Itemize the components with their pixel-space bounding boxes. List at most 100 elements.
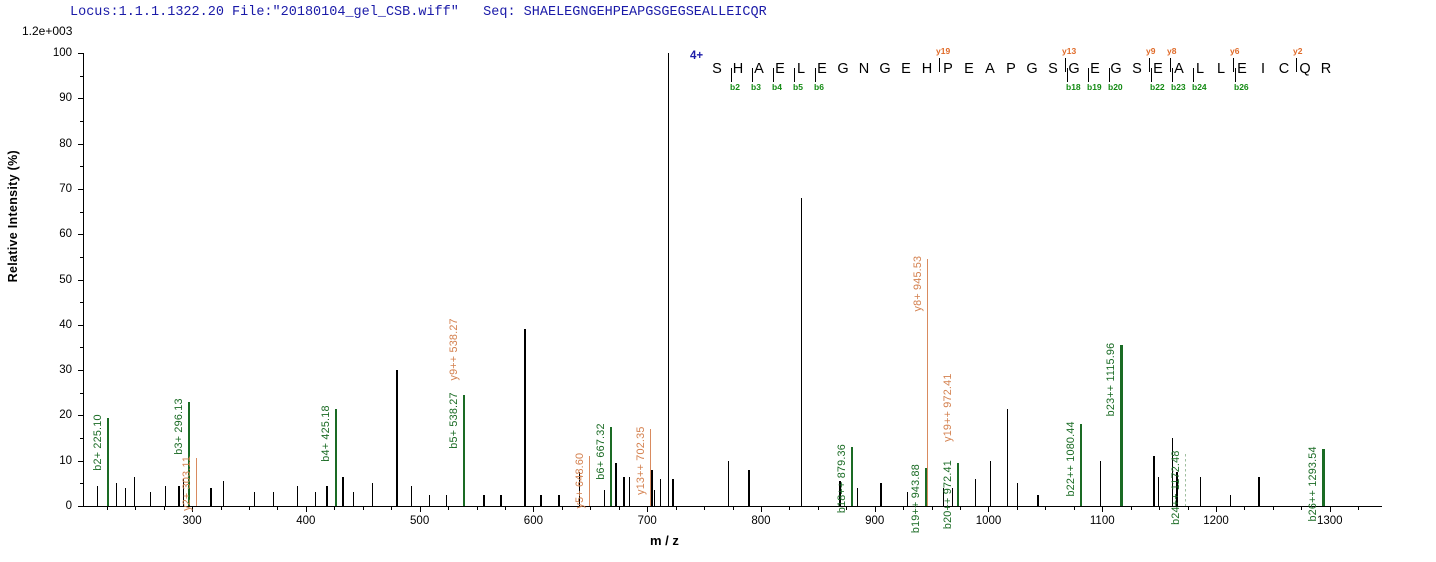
peak-label: b18++ 879.36 (836, 444, 849, 514)
spectrum-peak (253, 492, 255, 506)
x-axis-tick (760, 506, 762, 512)
b-ion-label: b22 (1150, 82, 1165, 92)
y-ion-label: y8 (1167, 46, 1177, 56)
x-axis-minor-tick (1045, 506, 1047, 510)
spectrum-peak (578, 472, 581, 506)
b-ion-cleavage-tick (1088, 68, 1089, 82)
peak-label: b19++ 943.88 (909, 464, 922, 534)
x-axis-tick-label: 400 (296, 515, 316, 527)
y-axis-tick-label: 60 (59, 228, 72, 241)
peak-label: y8+ 945.53 (911, 256, 924, 312)
x-axis-tick-label: 600 (523, 515, 543, 527)
spectrum-peak (342, 476, 344, 506)
sequence-residue: S (1048, 61, 1058, 77)
x-axis-tick-label: 1100 (1089, 515, 1115, 527)
b-ion-cleavage-tick (794, 68, 795, 82)
spectrum-peak (839, 481, 841, 506)
spectrum-peak (115, 483, 118, 506)
x-axis-minor-tick (362, 506, 364, 510)
spectrum-peak (96, 485, 98, 506)
sequence-residue: Q (1299, 61, 1311, 77)
spectrum-peak (195, 458, 198, 506)
sequence-residue: N (858, 61, 870, 77)
y-axis-tick-label: 20 (59, 409, 72, 422)
x-axis-tick-label: 500 (410, 515, 430, 527)
spectrum-peak (272, 492, 275, 506)
x-axis-minor-tick (732, 506, 734, 510)
spectrum-peak (906, 492, 908, 506)
x-axis-minor-tick (903, 506, 905, 510)
b-ion-label: b23 (1171, 82, 1186, 92)
spectrum-peak (748, 469, 750, 506)
spectrum-peak (628, 476, 631, 506)
sequence-residue: P (943, 61, 953, 77)
spectrum-peak (1037, 494, 1039, 506)
spectrum-peak (524, 329, 526, 506)
x-axis-tick-label: 1000 (975, 515, 1002, 527)
spectrum-peak (651, 469, 653, 506)
x-axis-minor-tick (590, 506, 592, 510)
spectrum-peak (314, 492, 317, 506)
y-axis-tick (78, 53, 84, 54)
spectrum-peak (1322, 449, 1325, 506)
b-ion-cleavage-tick (1193, 68, 1194, 82)
x-axis-minor-tick (960, 506, 962, 510)
y-axis-tick (78, 143, 84, 145)
spectrum-peak (164, 485, 167, 506)
y-ion-cleavage-tick (1065, 58, 1066, 72)
intensity-scale-label: 1.2e+003 (22, 24, 73, 38)
sequence-residue: A (985, 61, 995, 77)
spectrum-peak (1158, 476, 1160, 506)
spectrum-peak (989, 460, 991, 506)
peak-label: b20++ 972.41 (942, 459, 955, 530)
spectrum-peak (222, 481, 225, 506)
spectrum-peak (952, 487, 954, 506)
y-axis-minor-tick (80, 347, 84, 349)
b-ion-label: b24 (1192, 82, 1207, 92)
y-axis-tick-label: 90 (59, 92, 72, 105)
y-axis-tick-label: 70 (59, 182, 72, 195)
y-axis-tick (78, 279, 84, 281)
x-axis-tick-label: 700 (637, 515, 657, 527)
spectrum-peak (653, 490, 656, 506)
x-axis-minor-tick (163, 506, 165, 510)
x-axis-minor-tick (504, 506, 506, 510)
spectrum-peak (334, 408, 337, 506)
spectrum-peak (326, 485, 328, 506)
b-ion-label: b6 (814, 82, 824, 92)
x-axis-tick-label: 300 (182, 515, 202, 527)
x-axis-minor-tick (106, 506, 108, 510)
spectrum-peak (1258, 476, 1260, 506)
x-axis-tick (647, 506, 649, 512)
spectrum-peak (124, 487, 127, 506)
y-ion-label: y2 (1293, 46, 1303, 56)
x-axis-tick-label: 1300 (1317, 515, 1343, 527)
x-axis-minor-tick (277, 506, 279, 510)
x-axis-minor-tick (1301, 506, 1303, 510)
x-axis-tick (1216, 506, 1218, 512)
x-axis-minor-tick (1244, 506, 1246, 510)
sequence-residue: G (1026, 61, 1038, 77)
y-ion-cleavage-tick (1233, 58, 1234, 72)
peak-label: b26++ 1293.54 (1307, 446, 1320, 522)
spectrum-peak (1229, 494, 1232, 506)
x-axis-minor-tick (618, 506, 620, 510)
charge-state-label: 4+ (690, 50, 704, 62)
y-axis-tick (78, 98, 84, 100)
x-axis-minor-tick (561, 506, 563, 510)
sequence-residue: H (921, 61, 933, 77)
y-axis-minor-tick (80, 120, 84, 122)
spectrum-peak (609, 426, 613, 506)
y-axis-tick (78, 370, 84, 372)
spectrum-peak (942, 487, 945, 506)
x-axis-minor-tick (1187, 506, 1189, 510)
x-axis-minor-tick (931, 506, 933, 510)
peak-label: b5+ 538.27 (448, 392, 461, 449)
peak-label: b3+ 296.13 (172, 398, 185, 456)
x-axis-minor-tick (476, 506, 478, 510)
sequence-residue: G (837, 61, 849, 77)
x-axis-tick-label: 900 (865, 515, 885, 527)
y-ion-cleavage-tick (1149, 58, 1150, 72)
spectrum-peak (410, 485, 412, 506)
